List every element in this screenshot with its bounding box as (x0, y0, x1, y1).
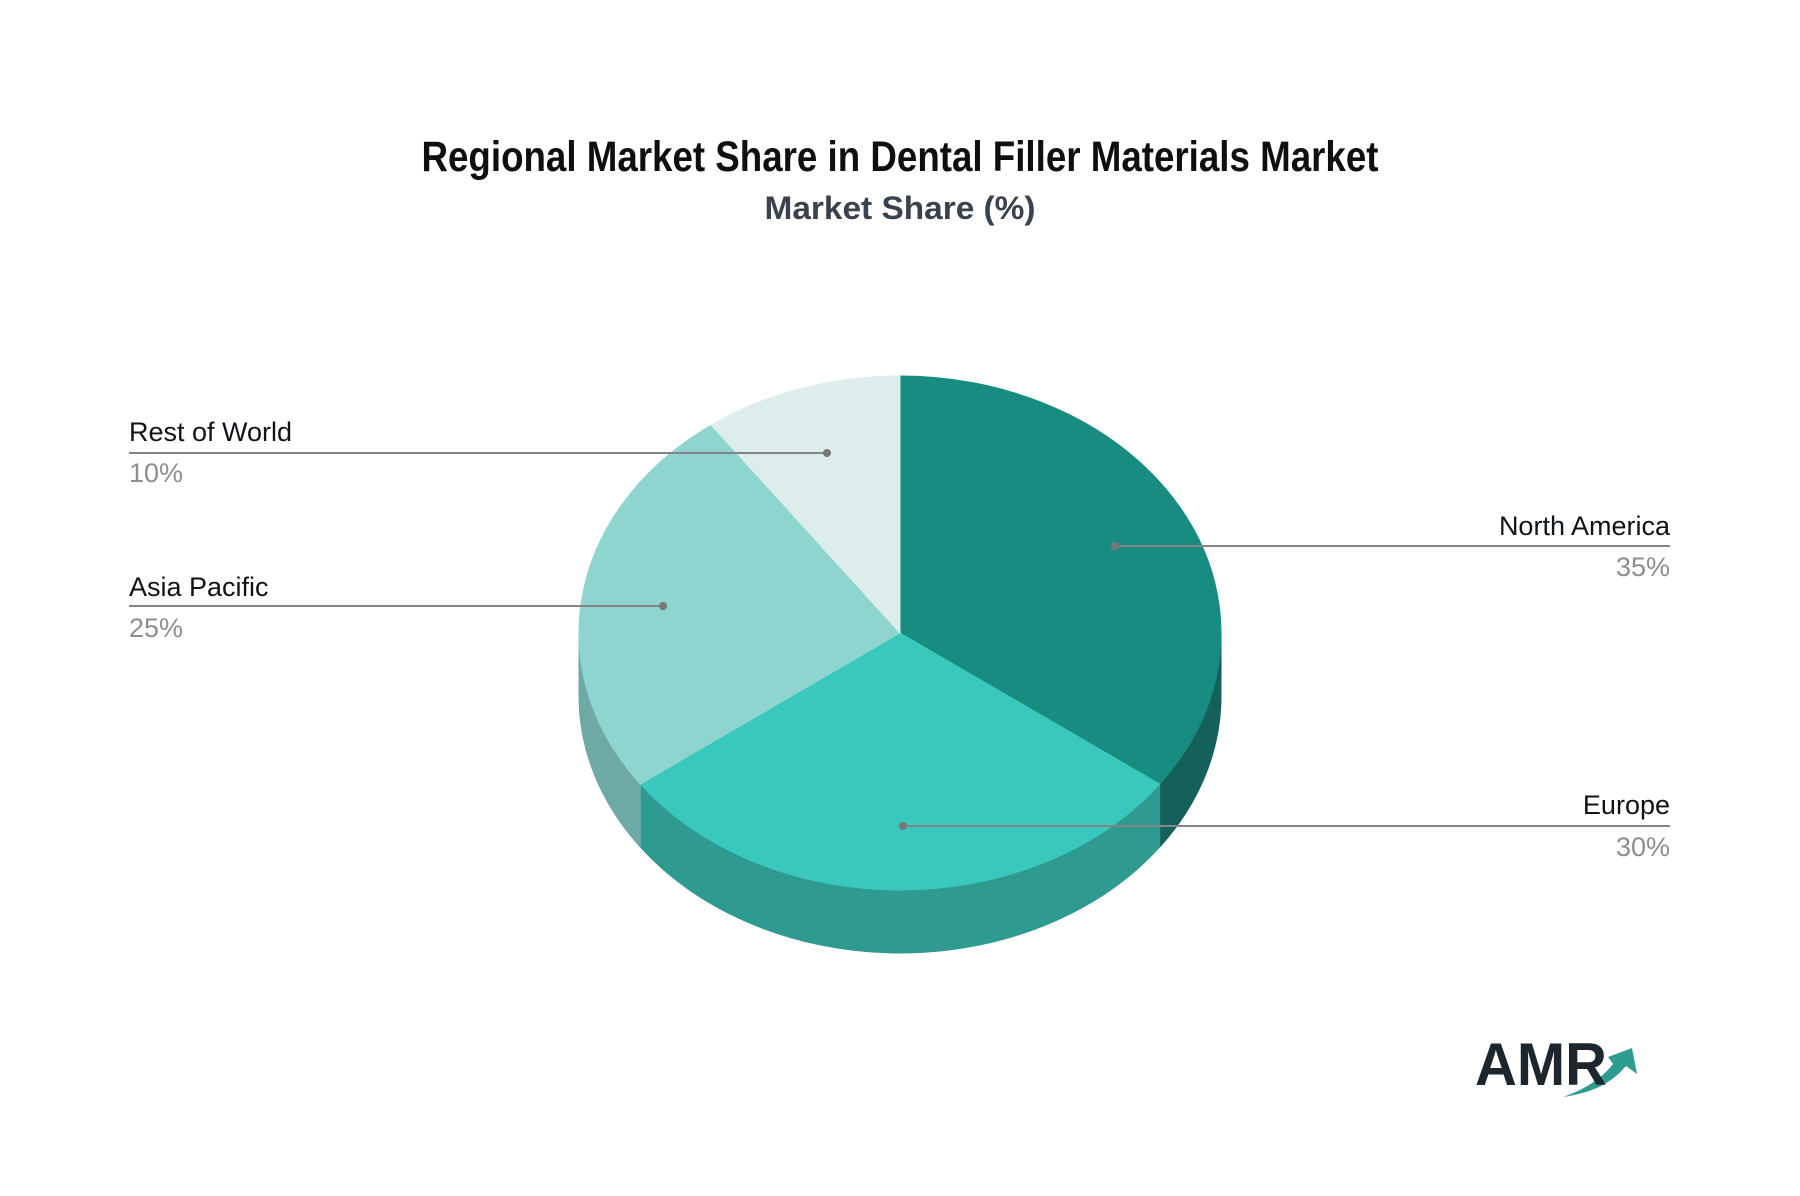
svg-text:Asia Pacific: Asia Pacific (129, 572, 269, 602)
svg-text:AMR: AMR (1475, 1031, 1607, 1098)
svg-text:35%: 35% (1616, 552, 1670, 582)
svg-text:Rest of World: Rest of World (129, 417, 292, 447)
svg-text:10%: 10% (129, 458, 183, 488)
svg-text:Europe: Europe (1583, 790, 1670, 820)
svg-text:Market Share (%): Market Share (%) (765, 190, 1036, 226)
svg-text:30%: 30% (1616, 832, 1670, 862)
svg-text:North America: North America (1499, 511, 1671, 541)
svg-text:Regional Market Share in Denta: Regional Market Share in Dental Filler M… (422, 133, 1379, 181)
svg-text:25%: 25% (129, 613, 183, 643)
